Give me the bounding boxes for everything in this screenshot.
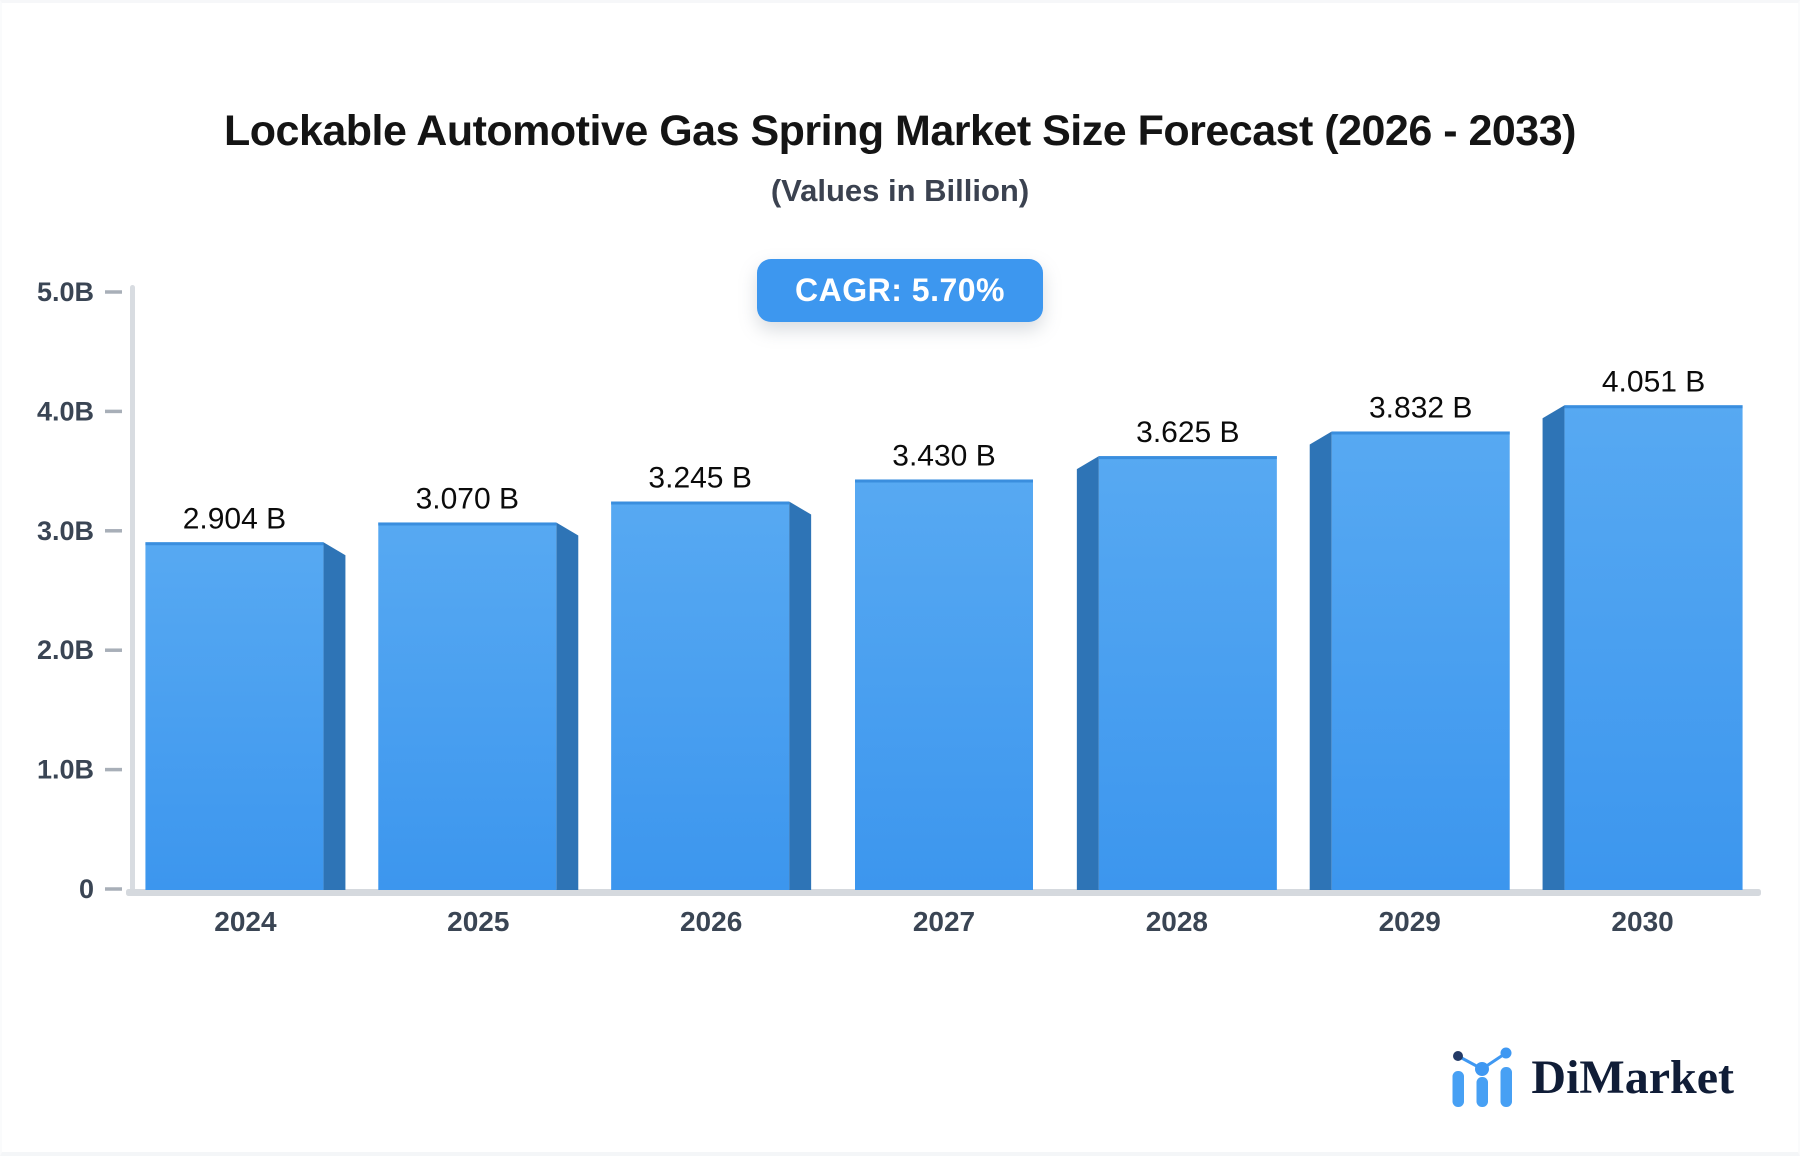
bar-side-face xyxy=(1309,431,1332,890)
brand-logo: DiMarket xyxy=(1451,1047,1734,1109)
bar-side-face xyxy=(1076,456,1099,890)
bar-value-label: 3.245 B xyxy=(648,462,751,495)
x-axis-label-2030: 2030 xyxy=(1611,906,1673,937)
bar-front-face xyxy=(611,501,790,890)
y-tick-label: 1.0B xyxy=(37,755,94,785)
y-tick-mark xyxy=(105,767,122,772)
chart-title: Lockable Automotive Gas Spring Market Si… xyxy=(224,107,1576,155)
bar-2028: 3.625 B xyxy=(1076,416,1277,890)
y-tick-label: 3.0B xyxy=(37,516,94,546)
brand-name: DiMarket xyxy=(1531,1051,1734,1104)
bar-front-face xyxy=(378,522,557,890)
x-axis-label-2024: 2024 xyxy=(214,906,277,937)
bar-value-label: 2.904 B xyxy=(183,502,286,535)
bar-chart: 5.0B 4.0B 3.0B 2.0B 1.0B 0 2.904 B 2024 3.070 B 2… xyxy=(37,277,1761,937)
bar-value-label: 3.832 B xyxy=(1369,391,1472,424)
y-tick-label: 4.0B xyxy=(37,396,94,426)
bar-2026: 3.245 B xyxy=(611,462,812,890)
x-axis-label-2026: 2026 xyxy=(680,906,742,937)
y-tick-mark xyxy=(105,409,122,414)
bar-2027: 3.430 B xyxy=(855,439,1033,890)
bar-side-face xyxy=(323,542,346,890)
bar-value-label: 3.625 B xyxy=(1136,416,1239,449)
bar-value-label: 3.430 B xyxy=(892,439,995,472)
bar-front-face xyxy=(1564,405,1743,890)
x-axis-label-2027: 2027 xyxy=(913,906,975,937)
bar-front-face xyxy=(1098,456,1277,890)
y-tick-label: 0 xyxy=(79,874,94,904)
bar-side-face xyxy=(789,501,812,890)
bar-2030: 4.051 B xyxy=(1542,365,1743,890)
bar-front-face xyxy=(1331,431,1510,890)
y-tick-mark xyxy=(105,887,122,891)
bar-2024: 2.904 B xyxy=(145,502,346,890)
bar-front-face xyxy=(855,479,1033,890)
bar-side-face xyxy=(1542,405,1565,890)
bar-value-label: 3.070 B xyxy=(416,482,519,515)
x-axis-label-2028: 2028 xyxy=(1146,906,1208,937)
y-tick-mark xyxy=(105,290,122,294)
bar-side-face xyxy=(556,522,579,890)
bar-value-label: 4.051 B xyxy=(1602,365,1705,398)
x-axis-label-2029: 2029 xyxy=(1379,906,1441,937)
y-axis-line xyxy=(130,285,135,896)
y-tick-mark xyxy=(105,529,122,533)
cagr-badge: CAGR: 5.70% xyxy=(757,259,1043,322)
y-tick-mark xyxy=(105,648,122,652)
chart-subtitle: (Values in Billion) xyxy=(770,173,1030,208)
y-tick-label: 5.0B xyxy=(37,277,94,307)
x-axis-label-2025: 2025 xyxy=(447,906,509,937)
bar-chart-logo-icon xyxy=(1452,1047,1513,1107)
bar-2029: 3.832 B xyxy=(1309,391,1510,890)
y-tick-label: 2.0B xyxy=(37,635,94,665)
x-axis-line xyxy=(126,889,1761,896)
bar-front-face xyxy=(145,542,324,890)
bar-2025: 3.070 B xyxy=(378,482,579,890)
